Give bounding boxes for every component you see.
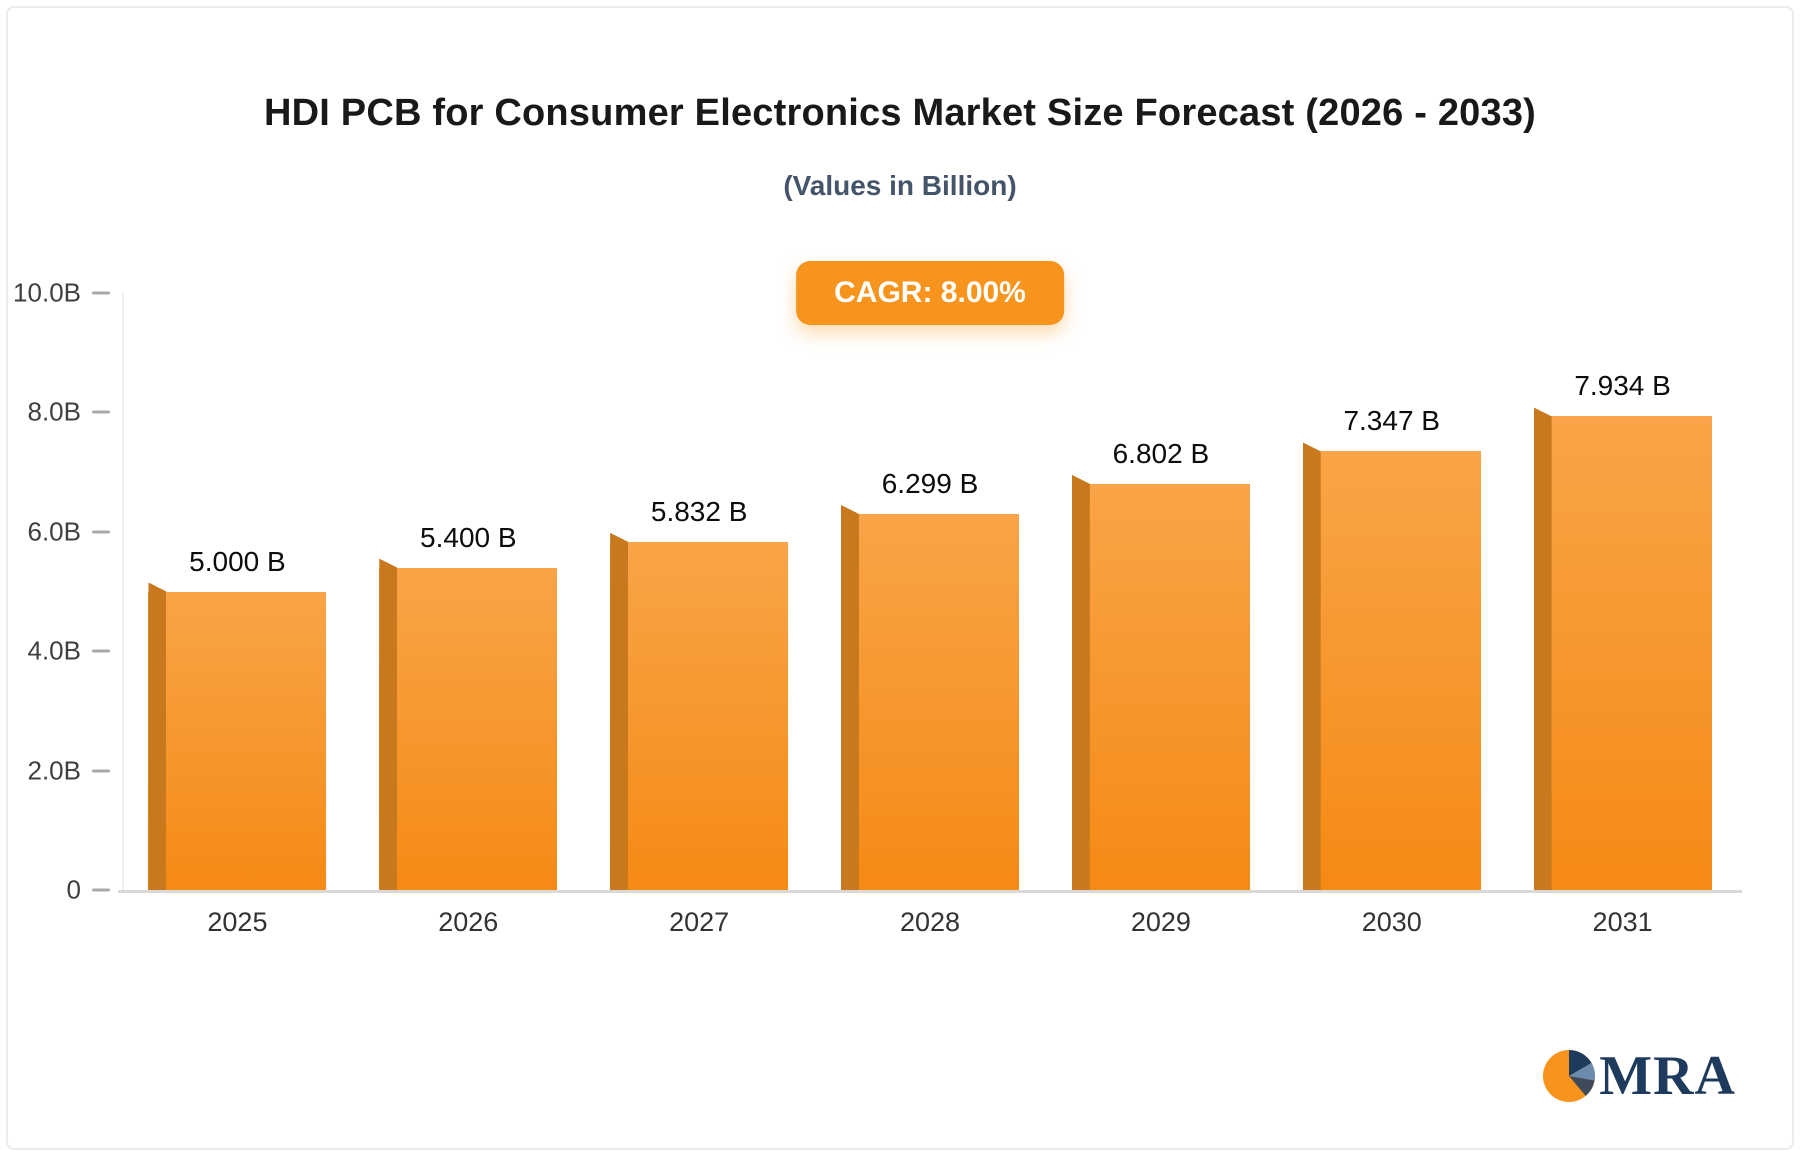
y-tick-mark <box>92 769 110 773</box>
y-tick-label: 0 <box>66 874 81 905</box>
bar-chart: CAGR: 8.00% 10.0B 8.0B 6.0B 4.0B 2.0B 0 5.000… <box>13 261 1742 937</box>
bar-2026 <box>379 567 558 890</box>
bar-value-label-2030: 7.347 B <box>1343 405 1440 437</box>
y-tick-0: 0 <box>67 875 110 906</box>
bar-column-2030: 7.347 B <box>1276 293 1507 890</box>
logo-text: MRA <box>1599 1045 1736 1107</box>
y-axis-line <box>122 293 124 890</box>
bar-value-label-2027: 5.832 B <box>650 495 748 527</box>
bar-value-label-2028: 6.299 B <box>881 467 979 499</box>
y-tick-mark <box>92 410 110 414</box>
x-label-2025: 2025 <box>207 907 268 937</box>
chart-title: HDI PCB for Consumer Electronics Market … <box>263 92 1537 134</box>
y-tick-10.0B: 10.0B <box>13 278 110 309</box>
bar-column-2027: 5.832 B <box>584 293 815 890</box>
x-axis-labels: 2025 2026 2027 2028 2029 2030 2031 <box>122 907 1738 938</box>
x-label-2031: 2031 <box>1592 907 1653 937</box>
x-axis-line <box>118 890 1742 893</box>
y-tick-2.0B: 2.0B <box>27 755 110 786</box>
bar-column-2029: 6.802 B <box>1045 293 1276 890</box>
y-tick-6.0B: 6.0B <box>27 516 110 547</box>
bar-value-label-2031: 7.934 B <box>1574 370 1671 402</box>
bar-column-2025: 5.000 B <box>122 293 353 890</box>
y-tick-label: 4.0B <box>27 635 82 666</box>
bar-value-label-2026: 5.400 B <box>420 521 517 553</box>
x-label-2027: 2027 <box>669 907 730 937</box>
bar-2030 <box>1302 451 1481 890</box>
plot-area: 5.000 B 5.400 B 5.832 B 6.299 B 6.802 B 7.347… <box>122 293 1738 890</box>
y-tick-8.0B: 8.0B <box>27 396 110 428</box>
bar-2031 <box>1533 416 1712 890</box>
y-tick-mark <box>92 649 110 653</box>
y-tick-4.0B: 4.0B <box>27 635 110 667</box>
y-tick-label: 10.0B <box>13 277 81 308</box>
bar-value-label-2029: 6.802 B <box>1112 437 1210 469</box>
x-label-2030: 2030 <box>1361 907 1422 937</box>
cagr-badge: CAGR: 8.00% <box>796 261 1064 325</box>
bar-column-2028: 6.299 B <box>815 293 1046 890</box>
bar-value-label-2025: 5.000 B <box>189 545 286 577</box>
bar-2025 <box>148 591 327 890</box>
y-axis: 10.0B 8.0B 6.0B 4.0B 2.0B 0 <box>0 278 122 905</box>
y-tick-mark <box>92 291 110 295</box>
y-tick-label: 6.0B <box>27 516 82 547</box>
chart-subtitle: (Values in Billion) <box>783 170 1017 201</box>
bar-2029 <box>1071 483 1250 890</box>
x-label-2028: 2028 <box>899 907 961 937</box>
y-tick-label: 2.0B <box>27 755 82 786</box>
bar-column-2031: 7.934 B <box>1507 293 1738 890</box>
bar-column-2026: 5.400 B <box>353 293 584 890</box>
bar-2028 <box>841 513 1019 890</box>
y-tick-label: 8.0B <box>27 396 82 427</box>
y-tick-mark <box>92 888 110 892</box>
x-label-2026: 2026 <box>438 907 499 937</box>
logo-pie-icon <box>1543 1050 1596 1102</box>
x-label-2029: 2029 <box>1130 907 1191 937</box>
y-tick-mark <box>92 530 110 534</box>
logo: MRA <box>1543 1044 1736 1108</box>
bar-2027 <box>610 541 789 890</box>
